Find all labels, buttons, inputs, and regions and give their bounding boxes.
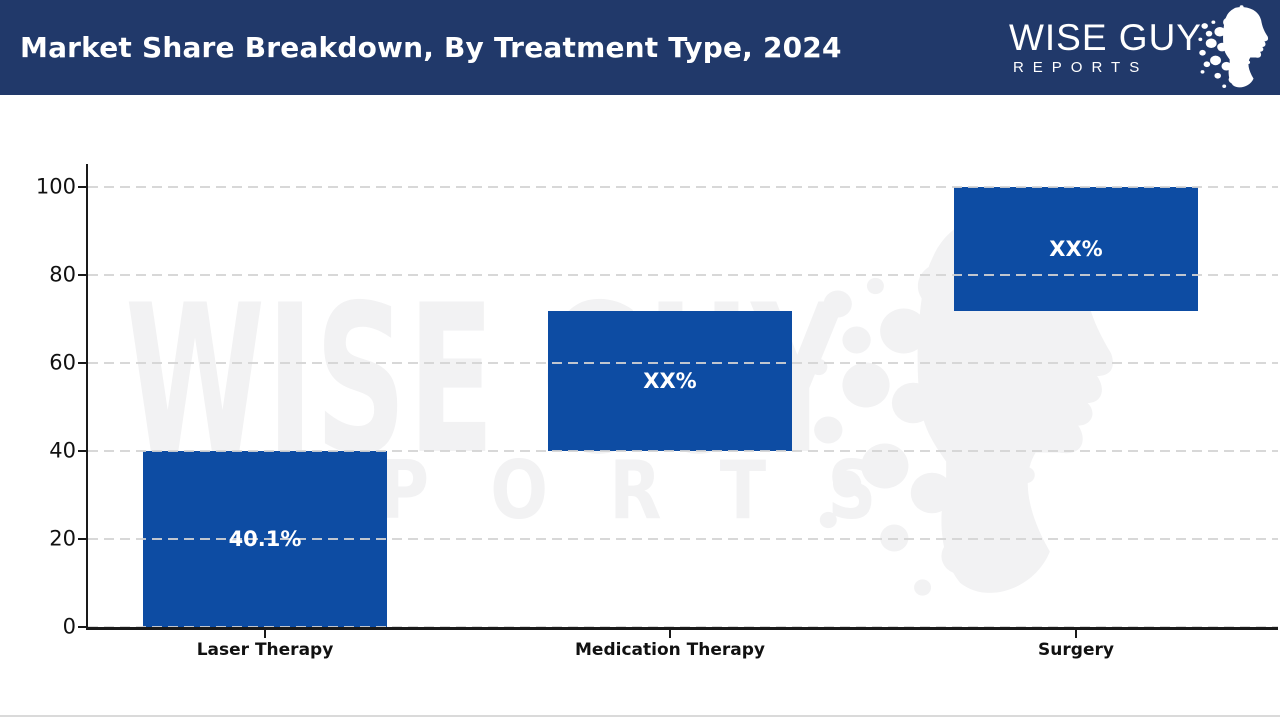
y-axis-tick [78,626,87,628]
header-bar: Market Share Breakdown, By Treatment Typ… [0,0,1280,95]
y-axis-tick-label: 60 [49,350,76,375]
y-axis-tick-label: 100 [35,174,76,199]
gridline [88,538,1278,540]
x-axis-tick [669,630,671,638]
bar-value-label: 40.1% [228,526,302,551]
y-axis-tick-label: 80 [49,262,76,287]
y-axis-line [86,164,88,629]
gridline [88,362,1278,364]
bar-value-label: XX% [1049,237,1103,262]
x-axis-line [86,627,1278,630]
x-axis-category-label: Surgery [1038,640,1114,660]
y-axis-tick [78,450,87,452]
gridline [88,186,1278,188]
x-axis-tick [1075,630,1077,638]
gridline [88,450,1278,452]
x-axis-tick [264,630,266,638]
logo-face-icon [1198,4,1269,88]
bar-value-label: XX% [643,368,697,393]
logo-subtitle: REPORTS [1012,59,1149,76]
x-axis-category-label: Laser Therapy [196,640,334,660]
bar-medication-therapy [548,311,792,451]
y-axis-tick-label: 0 [62,614,76,639]
x-axis-category-label: Medication Therapy [575,640,765,660]
y-axis-tick [78,362,87,364]
footer-divider [0,715,1280,717]
gridline [88,274,1278,276]
y-axis-tick [78,274,87,276]
y-axis-tick [78,186,87,188]
y-axis-tick [78,538,87,540]
brand-logo: WISE GUY REPORTS [1008,4,1272,91]
y-axis-tick-label: 20 [49,526,76,551]
y-axis-tick-label: 40 [49,438,76,463]
chart-title: Market Share Breakdown, By Treatment Typ… [20,31,842,64]
logo-wordmark: WISE GUY [1008,17,1202,58]
